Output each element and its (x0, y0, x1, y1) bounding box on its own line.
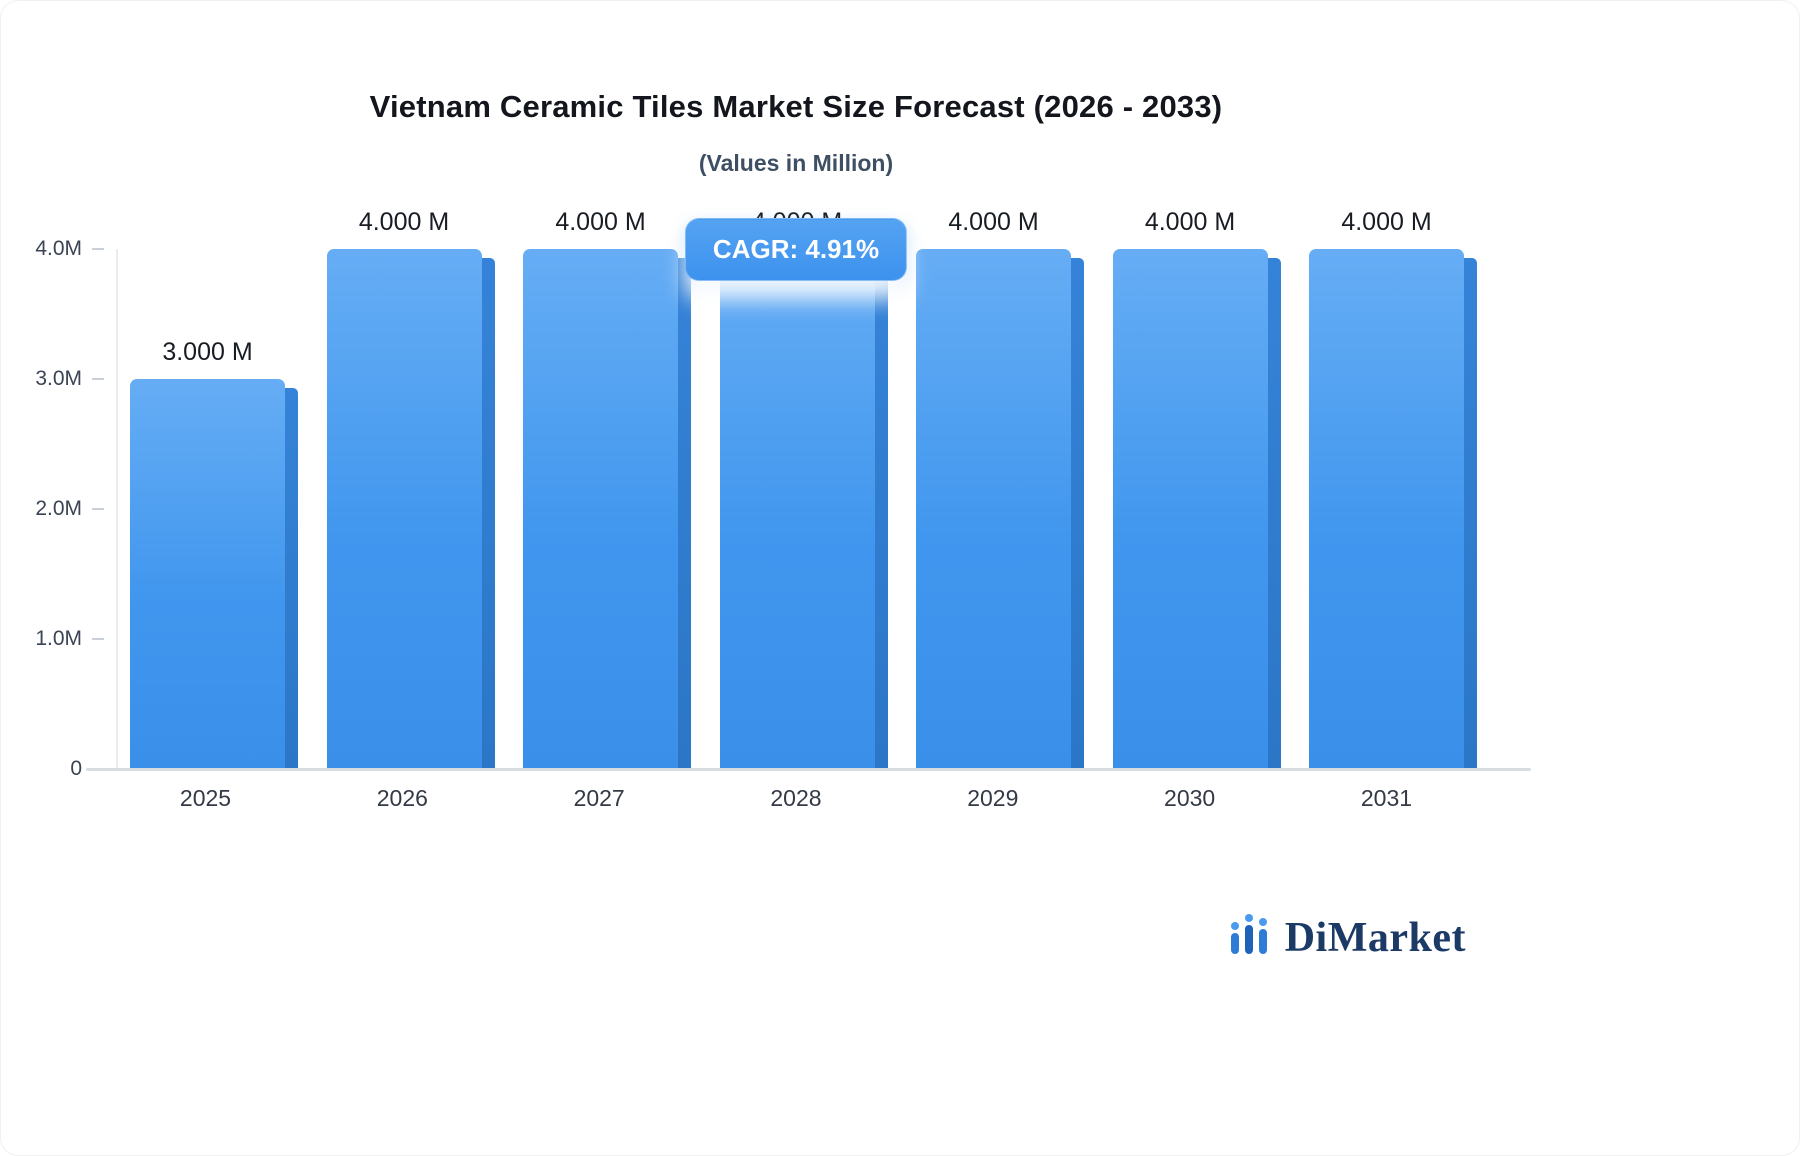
x-axis-labels: 2025 2026 2027 2028 2029 2030 2031 (116, 785, 1476, 812)
x-axis-label: 2030 (1164, 785, 1216, 811)
chart-area: 0 1.0M 2.0M 3.0M 4.0M 3.000 M 4.000 M 4.000 M 4… (35, 208, 1531, 780)
x-axis-label: 2031 (1360, 785, 1413, 811)
y-axis-tick-mark (92, 638, 104, 640)
bar-value-label: 4.000 M (948, 208, 1039, 236)
bar-value-label: 4.000 M (358, 208, 450, 236)
x-axis-label: 2026 (376, 785, 428, 811)
bar-slot-2030: 4.000 M (1112, 208, 1281, 769)
bar-2031[interactable] (1309, 249, 1477, 769)
bar-slot-2025: 3.000 M (130, 249, 298, 769)
x-axis-label: 2029 (967, 785, 1019, 811)
x-axis-label: 2027 (573, 785, 625, 811)
bar-chart-logo-icon (1228, 913, 1272, 962)
bar-slot-2029: 4.000 M (916, 208, 1084, 769)
x-axis-label: 2025 (179, 785, 232, 811)
bar-slot-2031: 4.000 M (1309, 208, 1477, 769)
chart-subtitle: (Values in Million) (698, 150, 894, 176)
bar-2026[interactable] (326, 249, 495, 769)
y-axis-tick-label: 3.0M (35, 367, 82, 390)
bar-2027[interactable] (523, 249, 691, 769)
y-axis-tick-label: 1.0M (35, 627, 82, 650)
y-axis-tick: 3.0M (24, 367, 104, 391)
y-axis-tick: 1.0M (24, 627, 104, 651)
y-axis-tick-mark (92, 378, 104, 380)
bar-2025[interactable] (130, 379, 298, 769)
y-axis-tick-label: 4.0M (35, 237, 82, 260)
bar-2028[interactable] (719, 249, 888, 769)
bar-2030[interactable] (1112, 249, 1281, 769)
y-axis-tick: 4.0M (24, 237, 104, 261)
bar-value-label: 4.000 M (1144, 208, 1236, 236)
x-axis-line (86, 768, 1531, 771)
bar-2029[interactable] (916, 249, 1084, 769)
chart-title: Vietnam Ceramic Tiles Market Size Foreca… (369, 89, 1223, 124)
cagr-badge: CAGR: 4.91% (684, 218, 908, 281)
y-axis-tick: 2.0M (24, 497, 104, 521)
chart-header: Vietnam Ceramic Tiles Market Size Foreca… (116, 89, 1476, 177)
y-axis-tick-label: 0 (70, 757, 82, 780)
bar-value-label: 3.000 M (162, 338, 253, 366)
plot-area: 3.000 M 4.000 M 4.000 M 4.000 M 4.000 M 4.000… (116, 208, 1477, 769)
bar-slot-2027: 4.000 M (523, 208, 691, 769)
bar-value-label: 4.000 M (1341, 208, 1432, 236)
x-axis-label: 2028 (770, 785, 822, 811)
brand-logo: DiMarket (1228, 913, 1466, 962)
bar-value-label: 4.000 M (555, 208, 646, 236)
y-axis: 0 1.0M 2.0M 3.0M 4.0M (1, 237, 104, 780)
bar-slot-2026: 4.000 M (326, 208, 495, 769)
y-axis-tick-label: 2.0M (35, 497, 82, 520)
y-axis-tick-mark (92, 508, 104, 510)
bar-slot-2028: 4.000 M (719, 208, 888, 769)
brand-logo-text: DiMarket (1284, 914, 1466, 961)
y-axis-tick-mark (92, 248, 104, 250)
